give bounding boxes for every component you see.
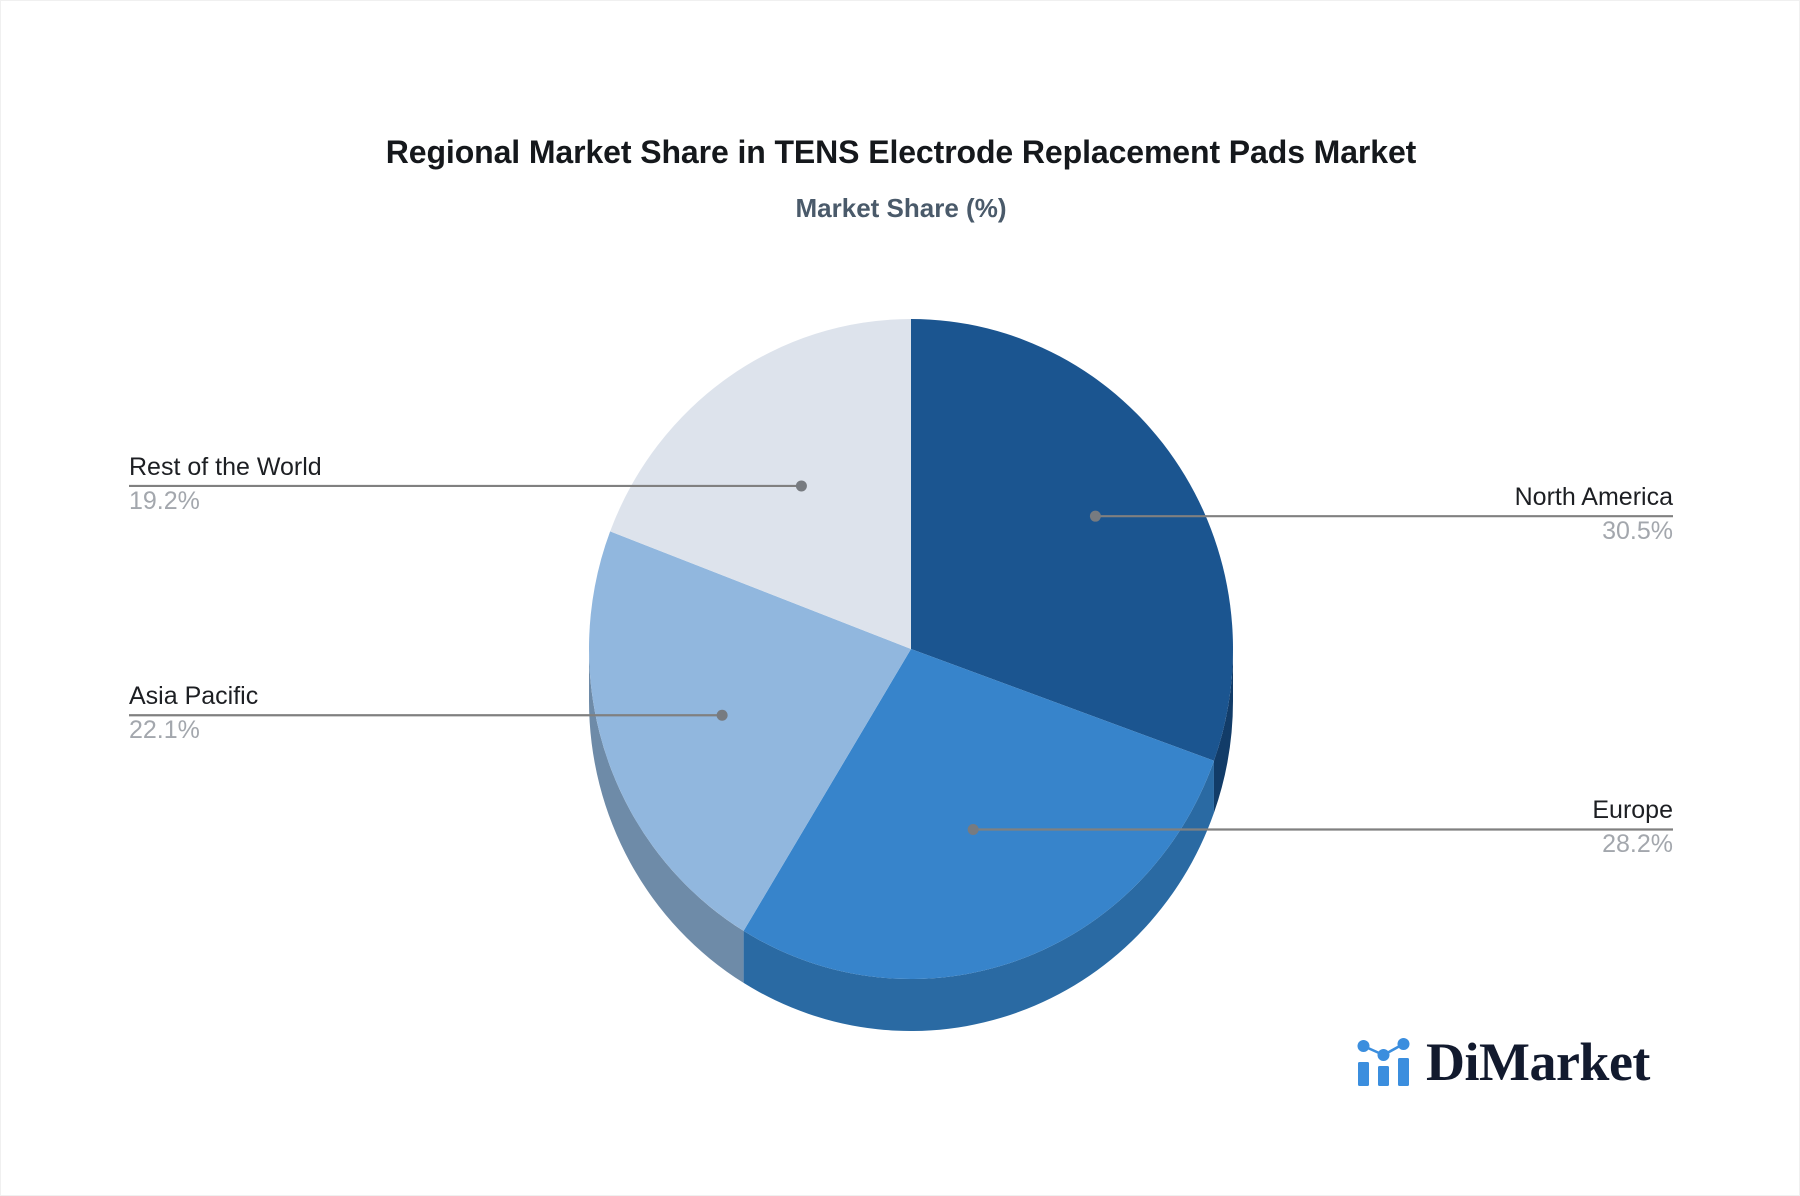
pie-slice-rest-of-the-world[interactable]: Rest of the World 19.2% xyxy=(610,319,911,649)
pie-slice-side xyxy=(1213,649,1233,813)
leader-anchor-dot xyxy=(1089,510,1101,522)
bar-chart-trend-icon xyxy=(1357,1038,1410,1086)
pie-slice-asia-pacific[interactable]: Asia Pacific 22.1% xyxy=(589,531,911,931)
callout-rest-of-the-world-value: 19.2% xyxy=(129,486,200,515)
pie-slice-europe[interactable]: Europe 28.2% xyxy=(743,649,1214,979)
leader-anchor-dot xyxy=(795,480,807,492)
leader-anchor-dot xyxy=(967,823,979,835)
pie-chart: North America 30.5%Europe 28.2%Asia Paci… xyxy=(1,1,1799,1051)
callout-north-america-label: North America xyxy=(1514,483,1673,512)
callout-europe[interactable]: Europe 28.2% xyxy=(1211,793,1673,861)
pie-slices-group: North America 30.5%Europe 28.2%Asia Paci… xyxy=(589,319,1233,1031)
callout-asia-pacific-label: Asia Pacific xyxy=(129,682,259,711)
chart-title: Regional Market Share in TENS Electrode … xyxy=(385,134,1417,170)
callout-asia-pacific[interactable]: Asia Pacific 22.1% xyxy=(129,679,258,747)
chart-subtitle: Market Share (%) xyxy=(795,193,1007,223)
pie-slice-north-america[interactable]: North America 30.5% xyxy=(911,319,1233,761)
dimarket-logo: DiMarket xyxy=(1356,1033,1650,1091)
pie-chart-svg: North America 30.5%Europe 28.2%Asia Paci… xyxy=(129,319,1673,1031)
callout-north-america[interactable]: North America 30.5% xyxy=(1211,480,1673,548)
pie-slice-side xyxy=(743,760,1214,1031)
leader-anchor-dot xyxy=(716,709,728,721)
callout-rest-of-the-world-label: Rest of the World xyxy=(129,452,322,481)
callout-europe-label: Europe xyxy=(1592,796,1673,825)
dimarket-logo-text: DiMarket xyxy=(1426,1032,1650,1092)
callout-rest-of-the-world[interactable]: Rest of the World 19.2% xyxy=(129,450,322,518)
leader-lines-group xyxy=(129,480,1673,835)
pie-slice-side xyxy=(589,649,744,983)
callout-asia-pacific-value: 22.1% xyxy=(129,716,200,745)
callout-europe-value: 28.2% xyxy=(1602,830,1673,859)
callout-north-america-value: 30.5% xyxy=(1602,517,1673,546)
